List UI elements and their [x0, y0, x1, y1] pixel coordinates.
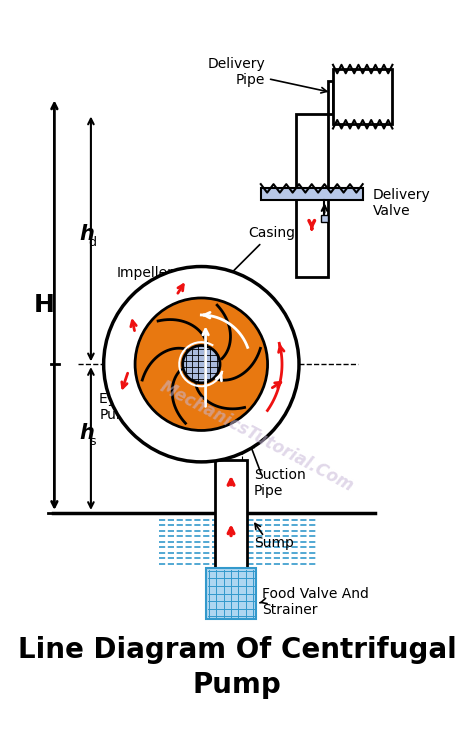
Circle shape [135, 298, 268, 430]
Text: Casing: Casing [226, 226, 295, 278]
Text: Sump: Sump [254, 535, 294, 550]
Bar [261, 188, 363, 200]
Text: Suction
Pipe: Suction Pipe [254, 468, 306, 498]
Text: Line Diagram Of Centrifugal
Pump: Line Diagram Of Centrifugal Pump [18, 636, 456, 699]
Text: s: s [90, 435, 96, 448]
Text: Delivery
Pipe: Delivery Pipe [207, 57, 327, 93]
Text: Food Valve And
Strainer: Food Valve And Strainer [263, 587, 369, 617]
Text: Eye Of
Pump: Eye Of Pump [100, 392, 145, 422]
Text: h: h [79, 423, 94, 444]
Text: Delivery
Valve: Delivery Valve [373, 187, 431, 218]
Circle shape [104, 267, 299, 462]
Bar [321, 215, 328, 222]
Text: MechanicsTutorial.Com: MechanicsTutorial.Com [156, 377, 356, 495]
Text: h: h [79, 224, 94, 244]
Text: H: H [34, 293, 55, 318]
Bar [328, 82, 333, 113]
Bar [333, 69, 392, 124]
Bar [296, 113, 328, 277]
Bar [215, 460, 247, 568]
Text: d: d [89, 236, 97, 249]
Bar [206, 568, 255, 619]
Circle shape [182, 345, 220, 383]
Text: Impeller: Impeller [117, 265, 173, 301]
